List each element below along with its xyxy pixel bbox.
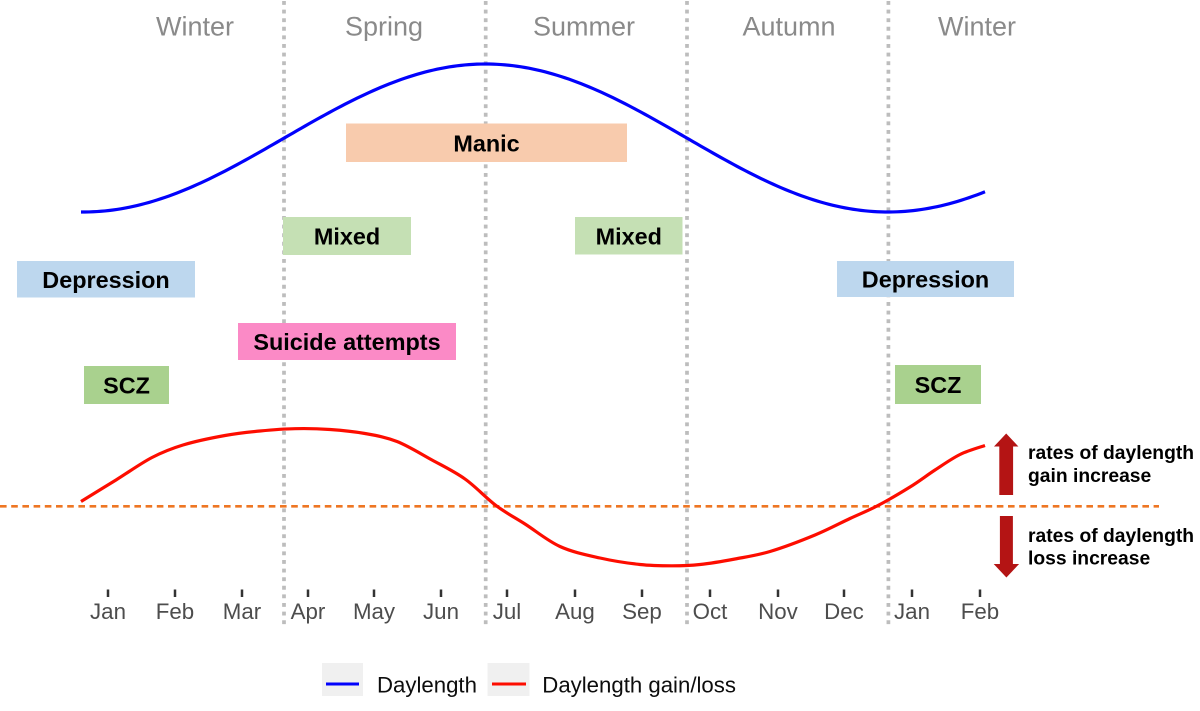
svg-text:Mixed: Mixed	[596, 223, 662, 249]
svg-text:Spring: Spring	[345, 12, 423, 42]
svg-text:rates of daylength: rates of daylength	[1028, 526, 1194, 547]
svg-text:Daylength: Daylength	[377, 673, 477, 698]
svg-text:Suicide attempts: Suicide attempts	[253, 329, 440, 355]
svg-text:loss increase: loss increase	[1028, 549, 1150, 570]
svg-text:Feb: Feb	[156, 599, 194, 624]
svg-text:Nov: Nov	[758, 599, 799, 624]
svg-text:Sep: Sep	[622, 599, 662, 624]
svg-text:gain increase: gain increase	[1028, 466, 1152, 487]
svg-text:Winter: Winter	[938, 12, 1016, 42]
svg-text:Depression: Depression	[862, 267, 989, 293]
svg-text:Jan: Jan	[90, 599, 126, 624]
svg-text:Depression: Depression	[42, 267, 169, 293]
svg-text:Apr: Apr	[291, 599, 326, 624]
svg-text:Jun: Jun	[423, 599, 459, 624]
svg-text:May: May	[353, 599, 396, 624]
svg-text:Daylength gain/loss: Daylength gain/loss	[542, 673, 736, 698]
svg-text:SCZ: SCZ	[915, 372, 962, 398]
svg-text:Summer: Summer	[533, 12, 635, 42]
svg-text:Winter: Winter	[156, 12, 234, 42]
svg-text:Oct: Oct	[693, 599, 728, 624]
svg-text:Jul: Jul	[493, 599, 522, 624]
svg-text:Manic: Manic	[453, 130, 519, 156]
svg-text:Mar: Mar	[223, 599, 262, 624]
svg-text:Jan: Jan	[894, 599, 930, 624]
svg-text:Aug: Aug	[555, 599, 595, 624]
svg-text:SCZ: SCZ	[103, 373, 150, 399]
svg-text:Feb: Feb	[961, 599, 999, 624]
svg-text:rates of daylength: rates of daylength	[1028, 443, 1194, 464]
svg-text:Mixed: Mixed	[314, 224, 380, 250]
svg-text:Autumn: Autumn	[742, 12, 835, 42]
svg-text:Dec: Dec	[824, 599, 864, 624]
